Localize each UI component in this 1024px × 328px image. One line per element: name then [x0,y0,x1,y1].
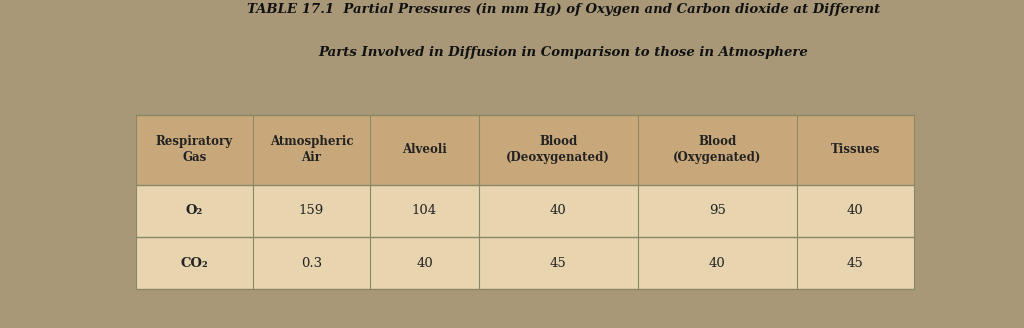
Text: Parts Involved in Diffusion in Comparison to those in Atmosphere: Parts Involved in Diffusion in Compariso… [318,46,808,59]
Text: Alveoli: Alveoli [402,143,446,156]
Text: 0.3: 0.3 [301,257,323,270]
Text: Blood
(Deoxygenated): Blood (Deoxygenated) [506,135,610,164]
Text: Blood
(Oxygenated): Blood (Oxygenated) [673,135,761,164]
Text: 40: 40 [709,257,726,270]
Text: CO₂: CO₂ [180,257,208,270]
Text: O₂: O₂ [185,204,203,217]
Bar [136,237,913,289]
Bar [136,115,913,185]
Text: 45: 45 [550,257,566,270]
Text: Respiratory
Gas: Respiratory Gas [156,135,233,164]
Text: 40: 40 [416,257,433,270]
Text: Atmospheric
Air: Atmospheric Air [269,135,353,164]
Text: 104: 104 [412,204,437,217]
Bar [136,185,913,237]
Text: Tissues: Tissues [830,143,880,156]
Text: 95: 95 [709,204,726,217]
Text: 159: 159 [299,204,325,217]
Text: 40: 40 [847,204,863,217]
Text: 40: 40 [550,204,566,217]
Text: 45: 45 [847,257,863,270]
Text: TABLE 17.1  Partial Pressures (in mm Hg) of Oxygen and Carbon dioxide at Differe: TABLE 17.1 Partial Pressures (in mm Hg) … [247,3,880,16]
